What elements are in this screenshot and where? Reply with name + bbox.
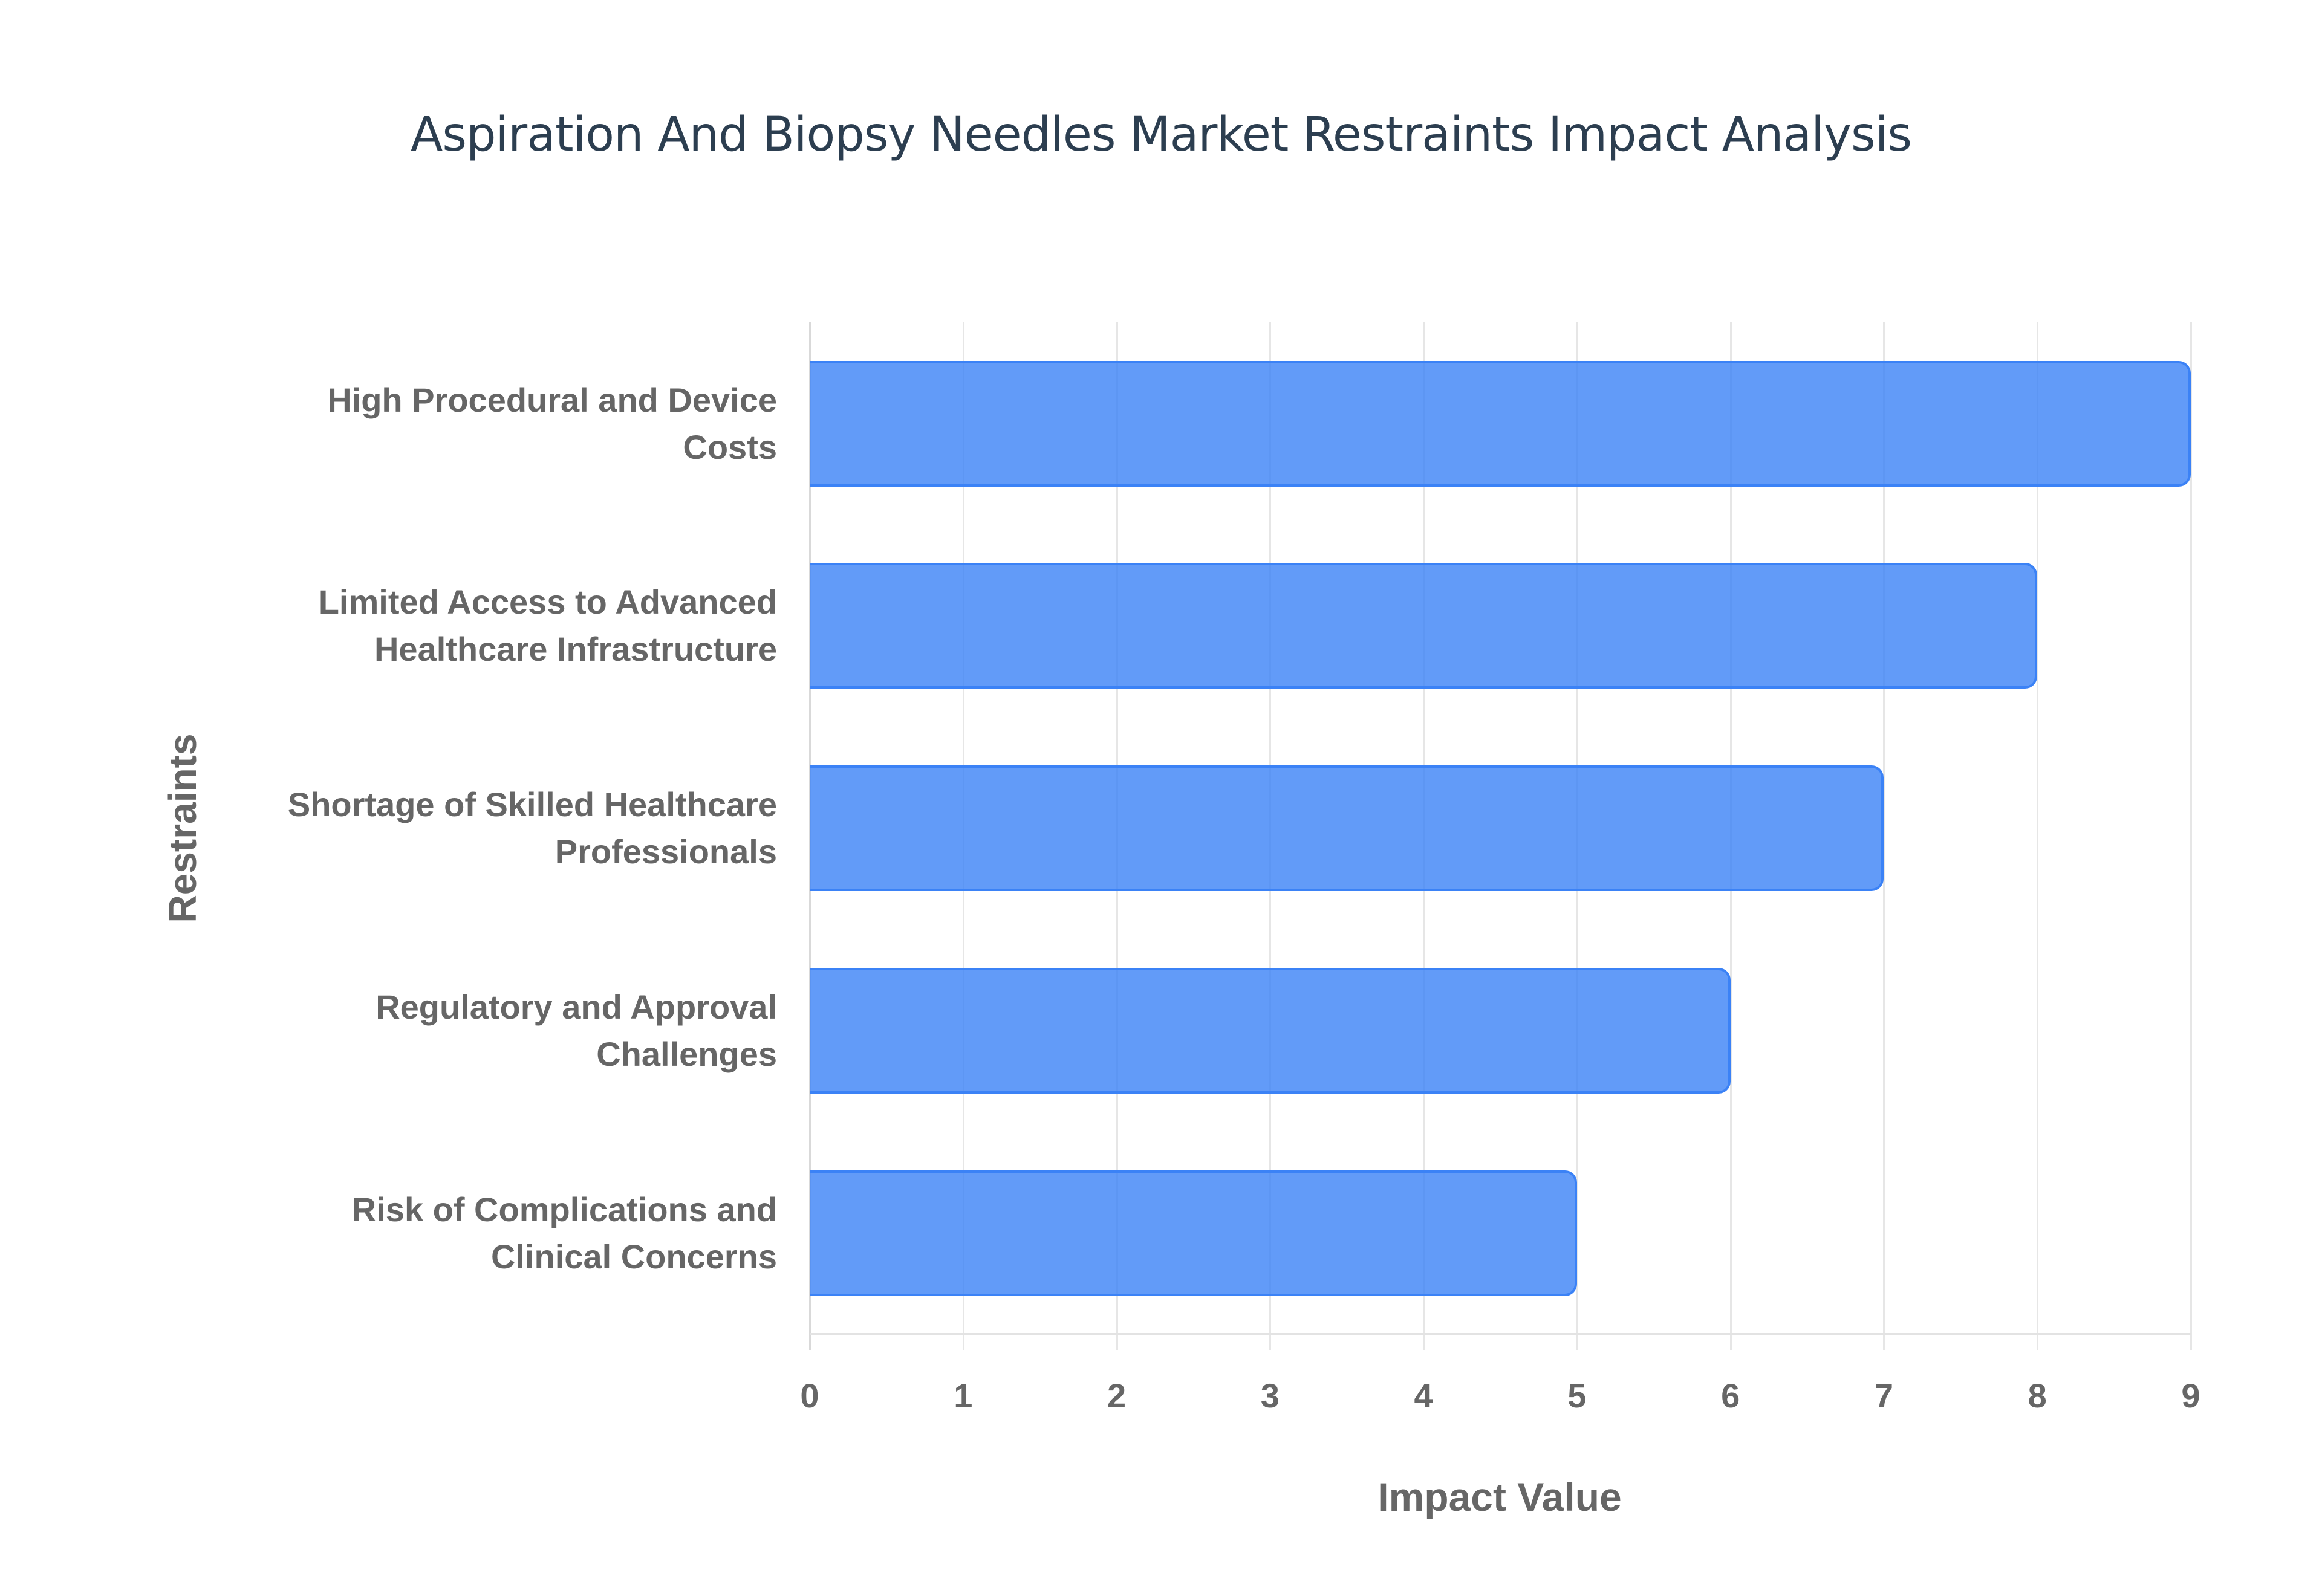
y-tick-label-line: High Procedural and Device xyxy=(327,381,777,419)
bar[interactable] xyxy=(810,968,1731,1094)
y-tick-label: Shortage of Skilled Healthcare Profession… xyxy=(172,781,777,875)
chart-title: Aspiration And Biopsy Needles Market Res… xyxy=(410,108,1912,162)
y-tick-label-line: Challenges xyxy=(596,1035,777,1073)
gridline xyxy=(1883,322,1885,1350)
x-tick-label: 5 xyxy=(1567,1377,1587,1415)
y-tick-label-line: Regulatory and Approval xyxy=(376,988,777,1026)
gridline xyxy=(2190,322,2192,1350)
x-tick-label: 8 xyxy=(2028,1377,2047,1415)
plot-area xyxy=(809,322,2192,1350)
bar[interactable] xyxy=(810,1170,1577,1296)
y-tick-label-line: Limited Access to Advanced xyxy=(318,583,777,621)
y-tick-label: Regulatory and Approval Challenges xyxy=(172,984,777,1078)
x-tick-label: 7 xyxy=(1874,1377,1894,1415)
x-tick-label: 0 xyxy=(800,1377,819,1415)
y-tick-label-line: Shortage of Skilled Healthcare xyxy=(287,785,777,823)
y-tick-label-line: Risk of Complications and xyxy=(351,1190,777,1228)
bar[interactable] xyxy=(810,765,1884,891)
y-tick-label-line: Healthcare Infrastructure xyxy=(374,630,777,668)
gridline xyxy=(2037,322,2039,1350)
y-tick-label: Limited Access to Advanced Healthcare Inf… xyxy=(172,579,777,673)
bar[interactable] xyxy=(810,563,2038,689)
x-tick-label: 1 xyxy=(954,1377,973,1415)
bar[interactable] xyxy=(810,361,2191,487)
y-tick-label: Risk of Complications and Clinical Concer… xyxy=(172,1186,777,1280)
x-tick-label: 6 xyxy=(1721,1377,1740,1415)
x-tick-label: 9 xyxy=(2181,1377,2200,1415)
x-axis-title: Impact Value xyxy=(1377,1474,1622,1519)
y-tick-label-line: Costs xyxy=(683,428,777,466)
x-tick-label: 3 xyxy=(1260,1377,1280,1415)
y-tick-label-line: Clinical Concerns xyxy=(490,1238,777,1276)
y-tick-label: High Procedural and Device Costs xyxy=(172,377,777,471)
x-axis-baseline xyxy=(810,1333,2191,1335)
y-tick-label-line: Professionals xyxy=(554,832,777,871)
x-tick-label: 2 xyxy=(1107,1377,1127,1415)
x-tick-label: 4 xyxy=(1414,1377,1433,1415)
